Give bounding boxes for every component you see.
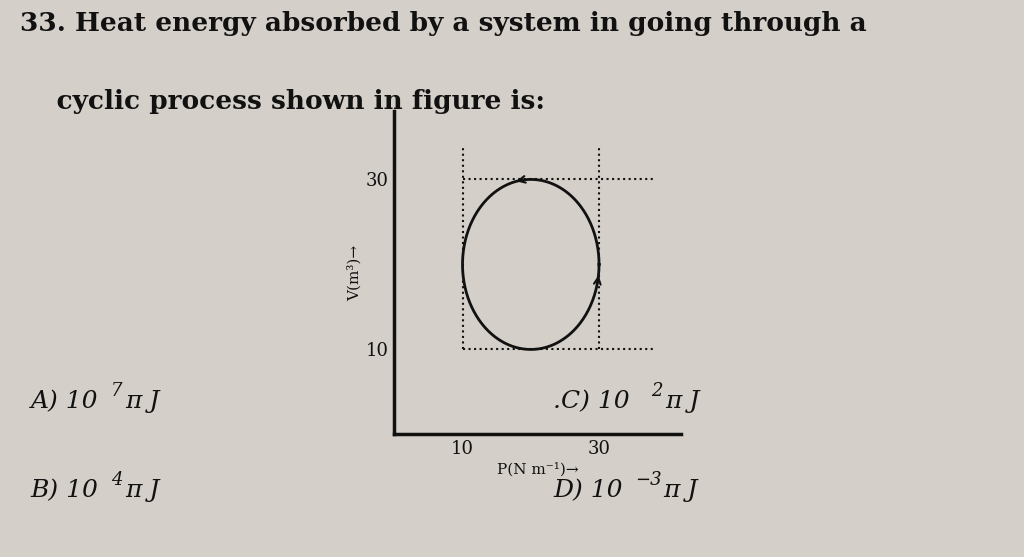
Text: 33. Heat energy absorbed by a system in going through a: 33. Heat energy absorbed by a system in …	[20, 11, 867, 36]
Text: π J: π J	[125, 479, 160, 502]
Text: 4: 4	[111, 471, 122, 488]
Text: 7: 7	[111, 382, 122, 399]
Text: cyclic process shown in figure is:: cyclic process shown in figure is:	[20, 89, 546, 114]
Text: π J: π J	[666, 390, 700, 413]
Text: .C) 10: .C) 10	[553, 390, 630, 413]
Text: B) 10: B) 10	[31, 479, 98, 502]
Text: −3: −3	[635, 471, 662, 488]
Text: 2: 2	[651, 382, 663, 399]
Text: A) 10: A) 10	[31, 390, 98, 413]
Text: π J: π J	[125, 390, 160, 413]
Y-axis label: V(m³)→: V(m³)→	[347, 245, 361, 301]
Text: D) 10: D) 10	[553, 479, 623, 502]
Text: π J: π J	[664, 479, 698, 502]
X-axis label: P(N m⁻¹)→: P(N m⁻¹)→	[497, 462, 579, 477]
